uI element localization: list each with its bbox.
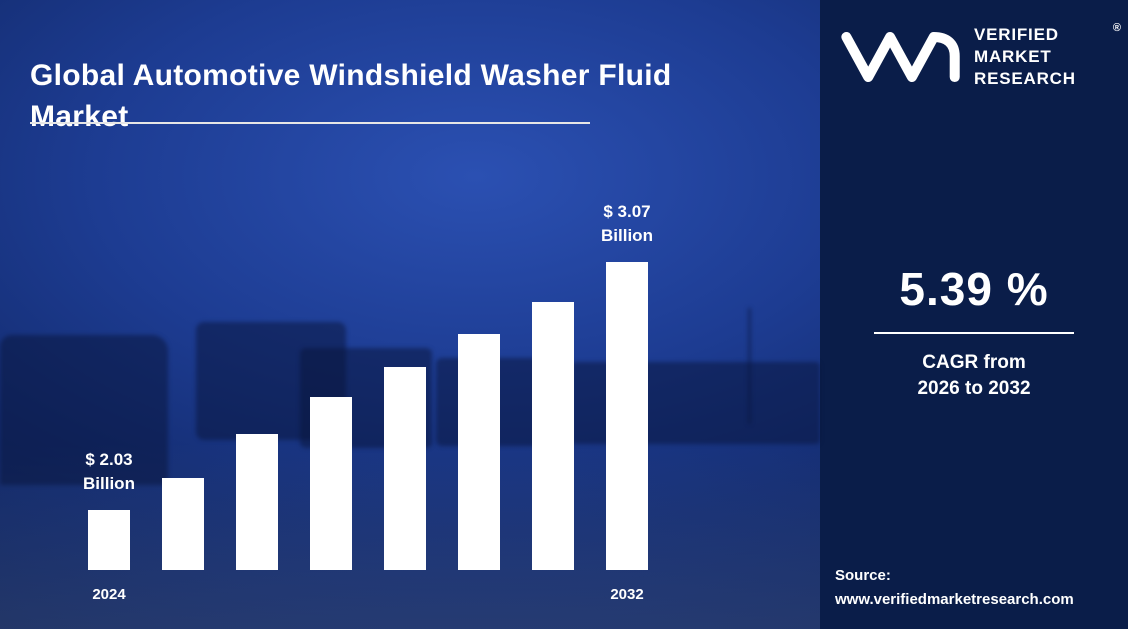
cagr-caption-line: 2026 to 2032 (917, 377, 1031, 399)
brand-line: VERIFIED (974, 25, 1059, 44)
bar-chart: $ 2.03 Billion $ 3.07 Billion 2024 2032 (83, 202, 653, 603)
cagr-caption-line: CAGR from (922, 352, 1026, 373)
chart-panel: Global Automotive Windshield Washer Flui… (0, 0, 820, 629)
bars: 2024 2032 (88, 262, 648, 603)
bar: 2024 (88, 510, 130, 603)
bar (162, 478, 204, 570)
x-axis-label: 2032 (610, 586, 644, 603)
truck-silhouette (0, 335, 168, 485)
title-underline (30, 122, 590, 124)
cagr-value: 5.39 % (899, 263, 1049, 315)
page-title: Global Automotive Windshield Washer Flui… (30, 59, 672, 133)
info-panel: VERIFIED MARKET RESEARCH ® 5.39 % CAGR f… (820, 0, 1128, 629)
start-unit: Billion (83, 474, 135, 494)
vmr-monogram-icon (841, 32, 960, 83)
source-label: Source: (835, 566, 891, 584)
bar (236, 434, 278, 570)
light-pole-silhouette (748, 308, 751, 424)
brand-line: MARKET (974, 47, 1052, 67)
start-value: $ 2.03 (85, 450, 133, 470)
source-url[interactable]: www.verifiedmarketresearch.com (835, 591, 1074, 609)
registered-trademark-icon: ® (1112, 22, 1121, 34)
source-block: Source: www.verifiedmarketresearch.com (835, 564, 1074, 614)
cagr-block: 5.39 % CAGR from 2026 to 2032 (820, 262, 1128, 401)
start-value-label: $ 2.03 Billion (59, 448, 159, 496)
cagr-underline (874, 332, 1074, 334)
bar (310, 397, 352, 570)
bar: 2032 (606, 262, 648, 603)
bar (532, 302, 574, 570)
cagr-caption: CAGR from 2026 to 2032 (820, 350, 1128, 401)
end-value: $ 3.07 (603, 202, 651, 222)
end-unit: Billion (601, 226, 653, 246)
bar (384, 367, 426, 570)
vmr-logo: VERIFIED MARKET RESEARCH (840, 24, 1076, 90)
end-value-label: $ 3.07 Billion (577, 200, 677, 248)
brand-name: VERIFIED MARKET RESEARCH (974, 24, 1076, 90)
bar (458, 334, 500, 570)
x-axis-label: 2024 (92, 586, 126, 603)
brand-line: RESEARCH (974, 69, 1076, 89)
